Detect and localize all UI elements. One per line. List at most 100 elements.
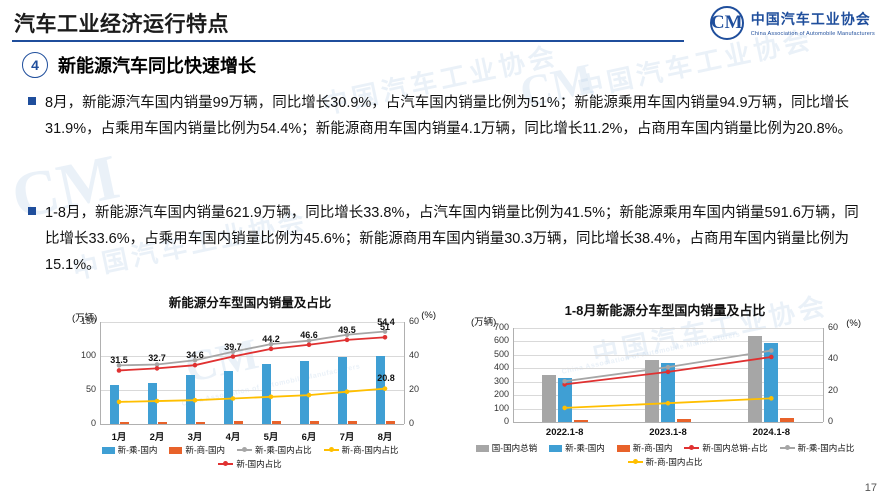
legend-swatch-icon: [549, 444, 563, 452]
chart-title: 新能源分车型国内销量及占比: [168, 296, 332, 310]
gridline: [513, 341, 823, 343]
data-point: [154, 366, 160, 371]
bar: [309, 421, 319, 424]
legend-label: 新-乘-国内占比: [255, 445, 312, 455]
legend-item[interactable]: 新-乘-国内占比: [237, 444, 312, 456]
y2-axis-tick-label: 40: [828, 353, 839, 364]
data-point: [382, 386, 388, 391]
legend-item[interactable]: 新-商-国内: [169, 444, 225, 456]
bar: [337, 357, 347, 424]
y-axis-tick-label: 200: [493, 389, 509, 400]
y-axis-tick-label: 700: [493, 322, 509, 332]
bar: [385, 421, 395, 424]
axis-line: [823, 328, 824, 422]
legend-label: 新-商-国内占比: [341, 445, 399, 455]
legend-line-icon: [218, 461, 234, 466]
legend-label: 新-商-国内: [185, 445, 225, 455]
line-series: [118, 387, 386, 403]
data-point: [192, 357, 198, 363]
data-label: 54.4: [377, 316, 395, 327]
data-label: 44.2: [262, 333, 280, 344]
x-axis-tick-label: 8月: [377, 432, 393, 443]
legend-item[interactable]: 新-乘-国内占比: [779, 442, 854, 454]
legend-item[interactable]: 新-国内总销-占比: [684, 442, 768, 454]
data-label: 34.6: [186, 350, 204, 361]
x-axis-tick-label: 2月: [149, 432, 165, 443]
legend-label: 新-国内总销-占比: [702, 443, 768, 453]
data-point: [382, 335, 388, 340]
chart-unit-left: (万辆): [72, 313, 98, 324]
section-title: 新能源汽车同比快速增长: [58, 56, 256, 76]
cumulative-chart-panel: 1-8月新能源分车型国内销量及占比 (万辆) (%) 0 100 200 300 400…: [465, 292, 865, 487]
monthly-chart-plot: 0 50 100 150 0 20 40 60 1月 2月 3月 4月 5月 6月 7月 8月 31.5 32.7…: [60, 292, 440, 443]
chart-unit-left: (万辆): [471, 317, 497, 328]
x-axis-tick-label: 6月: [301, 432, 317, 443]
legend-line-icon: [237, 447, 252, 452]
data-point: [769, 348, 774, 353]
y2-axis-tick-label: 0: [828, 416, 834, 426]
bullet-item: 1-8月，新能源汽车国内销量621.9万辆，同比增长33.8%，占汽车国内销量比…: [28, 200, 865, 278]
data-point: [116, 363, 122, 368]
data-point: [306, 338, 312, 343]
chart-unit-right: (%): [846, 318, 861, 329]
legend-item[interactable]: 新-乘-国内: [549, 442, 605, 454]
data-point: [192, 362, 198, 368]
data-point: [306, 342, 312, 348]
y-axis-tick-label: 300: [493, 375, 509, 386]
data-point: [344, 332, 350, 338]
bar: [261, 364, 271, 424]
legend-item[interactable]: 新-国内占比: [218, 458, 282, 470]
data-label: 31.5: [110, 355, 128, 366]
data-point: [562, 405, 567, 411]
bullet-item: 8月，新能源汽车国内销量99万辆，同比增长30.9%，占汽车国内销量比例为51%…: [28, 90, 865, 142]
data-point: [154, 398, 160, 404]
legend-item[interactable]: 新-商-国内占比: [627, 456, 702, 468]
data-label: 20.8: [377, 372, 395, 383]
legend-item[interactable]: 新-商-国内占比: [323, 444, 399, 456]
x-axis-tick-label: 7月: [339, 432, 355, 443]
bar: [347, 421, 357, 424]
data-point: [230, 354, 236, 359]
gridline: [100, 322, 404, 323]
data-label: 49.5: [338, 324, 356, 335]
y-axis-tick-label: 100: [493, 402, 509, 413]
y2-axis-tick-label: 20: [409, 384, 420, 394]
bar: [780, 417, 795, 422]
data-point: [382, 329, 388, 334]
legend-item[interactable]: 新-商-国内: [616, 442, 673, 454]
chart-unit-right: (%): [421, 310, 436, 321]
line-series: [118, 336, 386, 372]
bullet-text: 8月，新能源汽车国内销量99万辆，同比增长30.9%，占汽车国内销量比例为51%…: [45, 95, 853, 137]
x-axis-tick-label: 2022.1-8: [545, 427, 584, 438]
data-point: [769, 354, 774, 360]
bar: [195, 421, 205, 424]
data-label: 51: [379, 322, 390, 333]
legend-label: 新-商-国内: [632, 443, 673, 453]
bar: [119, 421, 129, 424]
x-axis-tick-label: 1月: [111, 432, 127, 443]
legend-swatch-icon: [169, 446, 183, 454]
y-axis-tick-label: 50: [85, 384, 96, 394]
legend-item[interactable]: 国-国内总销: [475, 442, 537, 454]
data-point: [562, 378, 567, 384]
caam-logo-cn: 中国汽车工业协会: [750, 11, 871, 27]
bar: [109, 384, 119, 424]
bar: [764, 342, 779, 422]
bar: [557, 377, 572, 422]
page-title: 汽车工业经济运行特点: [14, 13, 229, 36]
bar: [541, 375, 556, 422]
data-label: 39.7: [224, 341, 242, 352]
data-point: [268, 346, 274, 352]
bar: [573, 419, 588, 422]
legend-item[interactable]: 新-乘-国内: [101, 444, 158, 456]
data-point: [154, 362, 160, 367]
x-axis-tick-label: 3月: [187, 432, 203, 443]
y-axis-tick-label: 0: [90, 418, 96, 428]
y-axis-tick-label: 0: [503, 416, 509, 426]
y-axis-tick-label: 100: [80, 350, 96, 360]
data-point: [192, 397, 198, 403]
legend-label: 新-乘-国内: [117, 445, 158, 455]
y2-axis-tick-label: 60: [409, 316, 420, 326]
axis-line: [404, 322, 405, 424]
y-axis-tick-label: 600: [493, 335, 509, 346]
